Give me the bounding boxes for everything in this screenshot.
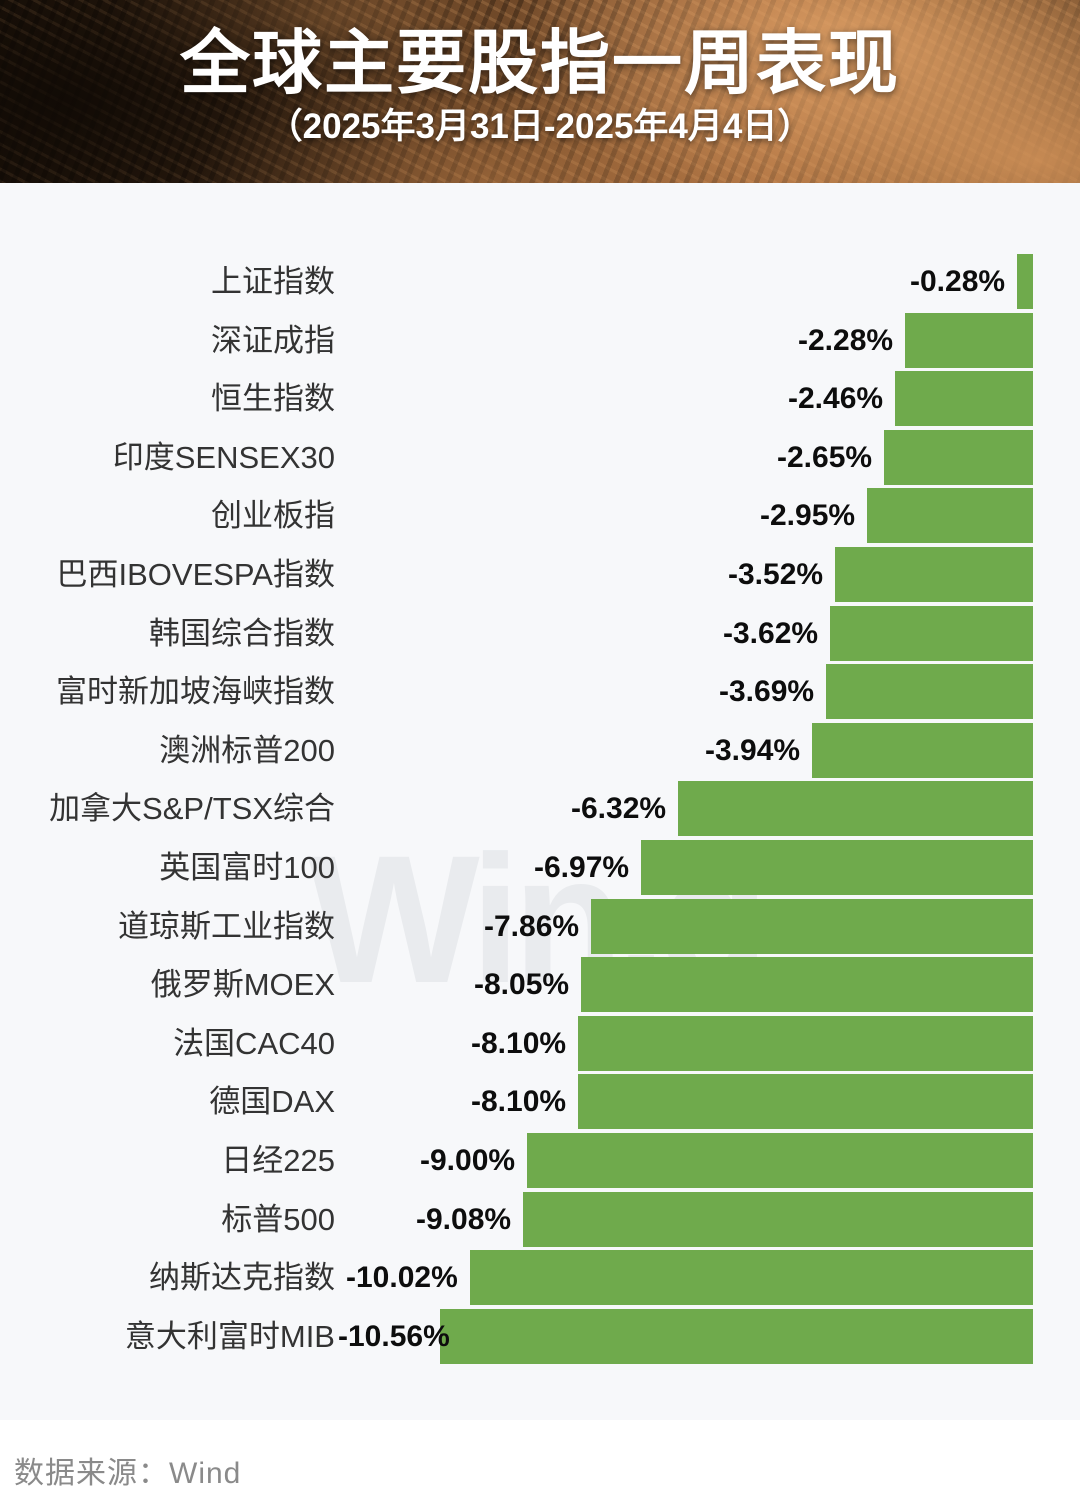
index-label: 深证成指 — [211, 323, 335, 358]
header-banner-texture: 全球主要股指一周表现 （2025年3月31日-2025年4月4日） — [0, 0, 1080, 183]
bar-chart: Win.d 上证指数 -0.28% 深证成指 -2.28% 恒生指数 -2.46% 印度SE… — [0, 183, 1080, 1422]
index-label: 德国DAX — [209, 1084, 335, 1119]
index-bar — [470, 1250, 1033, 1305]
index-bar — [523, 1192, 1033, 1247]
index-value: -8.10% — [471, 1027, 567, 1060]
footer: 数据来源：Wind — [0, 1420, 1080, 1501]
index-bar — [581, 957, 1033, 1012]
index-value: -2.28% — [798, 324, 894, 357]
index-label: 日经225 — [221, 1143, 335, 1178]
index-bar — [895, 371, 1033, 426]
index-bar — [1017, 254, 1033, 309]
index-label: 富时新加坡海峡指数 — [56, 674, 335, 709]
index-value: -6.32% — [571, 792, 667, 825]
index-bar — [641, 840, 1033, 895]
index-label: 创业板指 — [211, 498, 335, 533]
index-value: -3.62% — [723, 617, 819, 650]
index-value: -6.97% — [534, 851, 630, 884]
index-label: 标普500 — [221, 1202, 335, 1237]
index-value: -2.65% — [777, 441, 873, 474]
index-value: -10.02% — [346, 1261, 458, 1294]
index-label: 印度SENSEX30 — [112, 440, 335, 475]
index-value: -8.05% — [474, 968, 570, 1001]
index-label: 澳洲标普200 — [159, 733, 335, 768]
index-bar — [826, 664, 1033, 719]
chart-title: 全球主要股指一周表现 — [180, 24, 900, 102]
index-value: -8.10% — [471, 1085, 567, 1118]
index-value: -2.95% — [760, 499, 856, 532]
index-label: 韩国综合指数 — [149, 616, 335, 651]
index-label: 纳斯达克指数 — [149, 1260, 335, 1295]
index-bar — [835, 547, 1033, 602]
index-bar — [578, 1074, 1033, 1129]
index-value: -3.52% — [728, 558, 824, 591]
index-value: -0.28% — [910, 265, 1006, 298]
index-value: -3.94% — [705, 734, 801, 767]
chart-subtitle: （2025年3月31日-2025年4月4日） — [267, 107, 813, 146]
index-label: 俄罗斯MOEX — [150, 967, 335, 1002]
index-label: 法国CAC40 — [173, 1026, 335, 1061]
index-value: -3.69% — [719, 675, 815, 708]
index-bar — [527, 1133, 1033, 1188]
index-bar — [591, 899, 1033, 954]
index-bar — [440, 1309, 1033, 1364]
index-bar — [578, 1016, 1033, 1071]
index-label: 恒生指数 — [211, 381, 335, 416]
index-bar — [905, 313, 1033, 368]
data-source: 数据来源：Wind — [14, 1457, 242, 1490]
header-banner: 全球主要股指一周表现 （2025年3月31日-2025年4月4日） — [0, 0, 1080, 183]
index-bar — [884, 430, 1033, 485]
index-bar — [867, 488, 1033, 543]
index-value: -10.56% — [338, 1320, 450, 1353]
index-bar — [830, 606, 1033, 661]
index-bar — [678, 781, 1033, 836]
index-label: 巴西IBOVESPA指数 — [56, 557, 336, 592]
index-label: 加拿大S&P/TSX综合 — [49, 791, 335, 826]
index-label: 道琼斯工业指数 — [118, 909, 335, 944]
index-value: -7.86% — [484, 910, 580, 943]
index-label: 意大利富时MIB — [124, 1319, 335, 1354]
index-label: 英国富时100 — [159, 850, 335, 885]
index-value: -9.08% — [416, 1203, 512, 1236]
index-value: -2.46% — [788, 382, 884, 415]
index-value: -9.00% — [420, 1144, 516, 1177]
index-label: 上证指数 — [211, 264, 335, 299]
index-bar — [812, 723, 1033, 778]
